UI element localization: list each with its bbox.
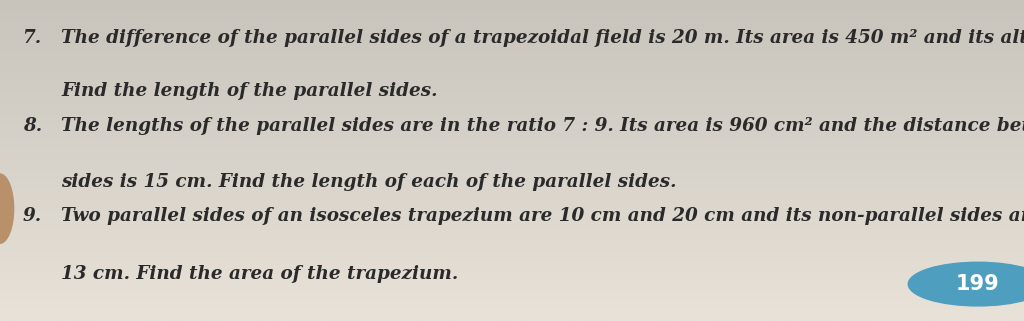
Text: 9.: 9. [23, 207, 42, 225]
Text: The difference of the parallel sides of a trapezoidal field is 20 m. Its area is: The difference of the parallel sides of … [61, 29, 1024, 47]
Text: 7.: 7. [23, 29, 42, 47]
Text: 13 cm. Find the area of the trapezium.: 13 cm. Find the area of the trapezium. [61, 265, 459, 283]
Text: sides is 15 cm. Find the length of each of the parallel sides.: sides is 15 cm. Find the length of each … [61, 173, 677, 191]
Text: Two parallel sides of an isosceles trapezium are 10 cm and 20 cm and its non-par: Two parallel sides of an isosceles trape… [61, 207, 1024, 225]
Ellipse shape [0, 173, 14, 244]
Text: The lengths of the parallel sides are in the ratio 7 : 9. Its area is 960 cm² an: The lengths of the parallel sides are in… [61, 117, 1024, 135]
Text: 8.: 8. [23, 117, 42, 135]
Circle shape [908, 262, 1024, 306]
Text: 199: 199 [956, 274, 999, 294]
Text: Find the length of the parallel sides.: Find the length of the parallel sides. [61, 82, 438, 100]
